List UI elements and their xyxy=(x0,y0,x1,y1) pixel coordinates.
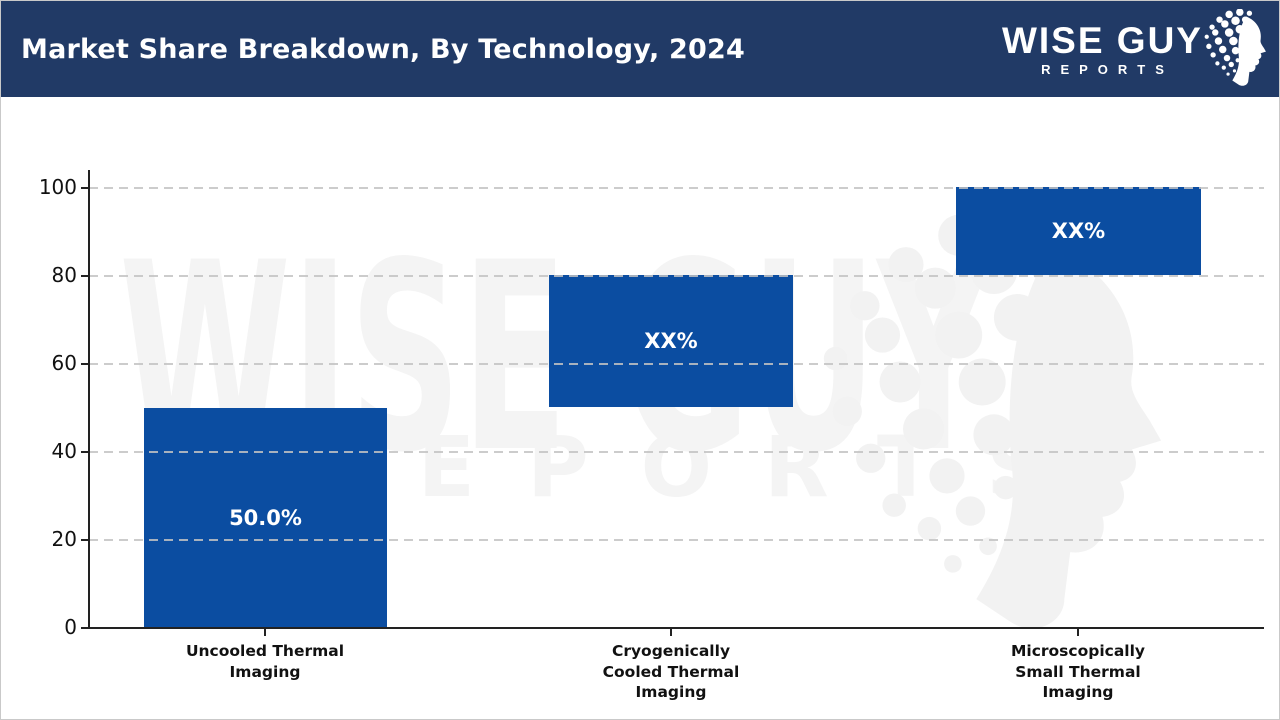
gridline-80 xyxy=(89,275,1264,277)
bar-cryogenically-cooled-thermal-imaging: XX% xyxy=(549,275,793,407)
y-tick-mark xyxy=(81,363,89,365)
bar-value-label: 50.0% xyxy=(229,505,302,530)
x-tick-label-uncooled: Uncooled Thermal Imaging xyxy=(115,641,415,682)
x-label-line: Cooled Thermal xyxy=(602,662,740,681)
y-tick-label: 100 xyxy=(38,175,77,199)
y-tick-mark xyxy=(81,275,89,277)
x-label-line: Uncooled Thermal xyxy=(185,642,345,660)
y-tick-label: 40 xyxy=(51,439,77,463)
x-label-line: Imaging xyxy=(1042,683,1114,701)
x-label-line: Cryogenically xyxy=(611,642,731,660)
bar-microscopically-small-thermal-imaging: XX% xyxy=(956,187,1201,275)
y-tick-mark xyxy=(81,187,89,189)
y-axis-line xyxy=(88,170,90,629)
page-title: Market Share Breakdown, By Technology, 2… xyxy=(21,33,746,65)
gridline-100 xyxy=(89,187,1264,189)
x-tick-label-microscopically: Microscopically Small Thermal Imaging xyxy=(928,641,1228,703)
y-tick-label: 20 xyxy=(51,527,77,551)
y-tick-mark xyxy=(81,451,89,453)
y-tick-mark xyxy=(81,539,89,541)
bar-value-label: XX% xyxy=(644,329,698,353)
gridline-40 xyxy=(89,451,1264,453)
header: Market Share Breakdown, By Technology, 2… xyxy=(1,1,1279,97)
gridline-20 xyxy=(89,539,1264,541)
x-tick-mark xyxy=(264,629,266,636)
y-tick-label: 80 xyxy=(51,263,77,287)
wiseguy-logo-text: WISE GUY REPORTS xyxy=(1001,19,1203,77)
y-tick-mark xyxy=(81,627,89,629)
logo-subtitle: REPORTS xyxy=(1041,61,1174,77)
wiseguy-logo: WISE GUY REPORTS xyxy=(1002,7,1271,91)
wiseguy-head-icon xyxy=(1204,9,1266,86)
x-tick-mark xyxy=(1077,629,1079,636)
x-label-line: Small Thermal xyxy=(1015,662,1141,681)
x-axis-line xyxy=(88,627,1264,629)
x-label-line: Microscopically xyxy=(1010,642,1146,660)
x-label-line: Imaging xyxy=(635,683,707,701)
x-tick-label-cryogenically: Cryogenically Cooled Thermal Imaging xyxy=(521,641,821,703)
bar-uncooled-thermal-imaging: 50.0% xyxy=(144,408,387,627)
gridline-60 xyxy=(89,363,1264,365)
y-tick-label: 0 xyxy=(64,615,77,639)
bar-value-label: XX% xyxy=(1051,219,1106,243)
x-label-line: Imaging xyxy=(229,662,301,681)
y-tick-label: 60 xyxy=(51,351,77,375)
x-tick-mark xyxy=(670,629,672,636)
logo-wordmark: WISE GUY xyxy=(1001,19,1203,61)
